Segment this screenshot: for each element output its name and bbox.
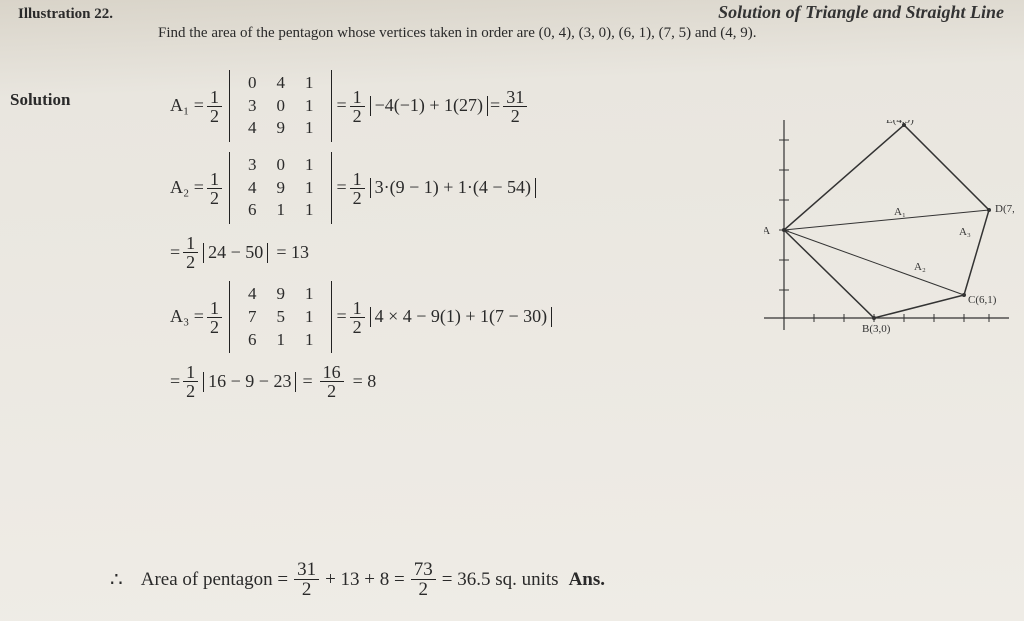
a3-pre: = (170, 372, 180, 392)
a1-det: 041 301 491 (229, 70, 333, 142)
a3-det: 491 751 611 (229, 281, 333, 353)
a2-half: 1 2 (207, 170, 222, 207)
a2-lhs: A₂ = (170, 178, 204, 198)
svg-text:A₂: A₂ (914, 261, 926, 273)
a1-result: 31 2 (503, 88, 527, 125)
final-line: ∴ Area of pentagon = 31 2 + 13 + 8 = 73 … (110, 560, 605, 599)
a1-expr: −4(−1) + 1(27) (370, 96, 488, 116)
a3-final: = 8 (353, 372, 377, 392)
page: Solution of Triangle and Straight Line I… (0, 0, 1024, 621)
therefore-symbol: ∴ (110, 567, 123, 592)
eq-a3-line2: = 1 2 16 − 9 − 23 = 16 2 = 8 (170, 363, 770, 400)
a2-res: = 13 (276, 243, 309, 263)
a3-half: 1 2 (207, 299, 222, 336)
a3-lhs: A₃ = (170, 307, 204, 327)
pentagon-diagram: (0,4) A B(3,0) C(6,1) D(7,5) E(4,9) A₁ A₂ A₃ (764, 120, 1014, 340)
answer-label: Ans. (569, 569, 605, 591)
a3-expr: 4 × 4 − 9(1) + 1(7 − 30) (370, 307, 553, 327)
svg-text:(0,4) A: (0,4) A (764, 225, 770, 237)
svg-text:E(4,9): E(4,9) (886, 120, 914, 126)
a3-mid2: = (302, 372, 312, 392)
a2-expr2: 24 − 50 (203, 243, 268, 263)
final-eq: = 36.5 sq. units (442, 569, 559, 591)
a1-lhs: A₁ = (170, 96, 204, 116)
a3-expr2: 16 − 9 − 23 (203, 372, 296, 392)
svg-text:C(6,1): C(6,1) (968, 294, 997, 306)
solution-work: A₁ = 1 2 041 301 491 = 1 2 −4(−1) + 1(27… (170, 70, 770, 410)
a2-expr: 3·(9 − 1) + 1·(4 − 54) (370, 178, 536, 198)
a2-half3: 1 2 (183, 234, 198, 271)
a1-eq2: = (490, 96, 500, 116)
a3-half2: 1 2 (350, 299, 365, 336)
svg-text:A₁: A₁ (894, 206, 906, 218)
eq-a3: A₃ = 1 2 491 751 611 = 1 2 4 × 4 − 9(1) … (170, 281, 770, 353)
a1-half2: 1 2 (350, 88, 365, 125)
a2-eq1: = (336, 178, 346, 198)
final-text1: Area of pentagon = (141, 569, 288, 591)
solution-label: Solution (10, 90, 70, 110)
a2-pre: = (170, 243, 180, 263)
a2-det: 301 491 611 (229, 152, 333, 224)
final-frac1: 31 2 (294, 560, 319, 599)
eq-a1: A₁ = 1 2 041 301 491 = 1 2 −4(−1) + 1(27… (170, 70, 770, 142)
eq-a2: A₂ = 1 2 301 491 611 = 1 2 3·(9 − 1) + 1… (170, 152, 770, 224)
a3-half3: 1 2 (183, 363, 198, 400)
final-plus: + 13 + 8 = (325, 569, 405, 591)
eq-a2-line2: = 1 2 24 − 50 = 13 (170, 234, 770, 271)
svg-text:D(7,5): D(7,5) (995, 203, 1014, 215)
svg-text:B(3,0): B(3,0) (862, 323, 891, 335)
svg-text:A₃: A₃ (959, 226, 971, 238)
a1-eq1: = (336, 96, 346, 116)
a1-half: 1 2 (207, 88, 222, 125)
a3-eq1: = (336, 307, 346, 327)
a2-half2: 1 2 (350, 170, 365, 207)
final-frac2: 73 2 (411, 560, 436, 599)
chapter-title: Solution of Triangle and Straight Line (718, 2, 1004, 23)
illustration-label: Illustration 22. (18, 6, 113, 23)
problem-text: Find the area of the pentagon whose vert… (18, 25, 1006, 42)
a3-res-frac: 16 2 (320, 363, 344, 400)
